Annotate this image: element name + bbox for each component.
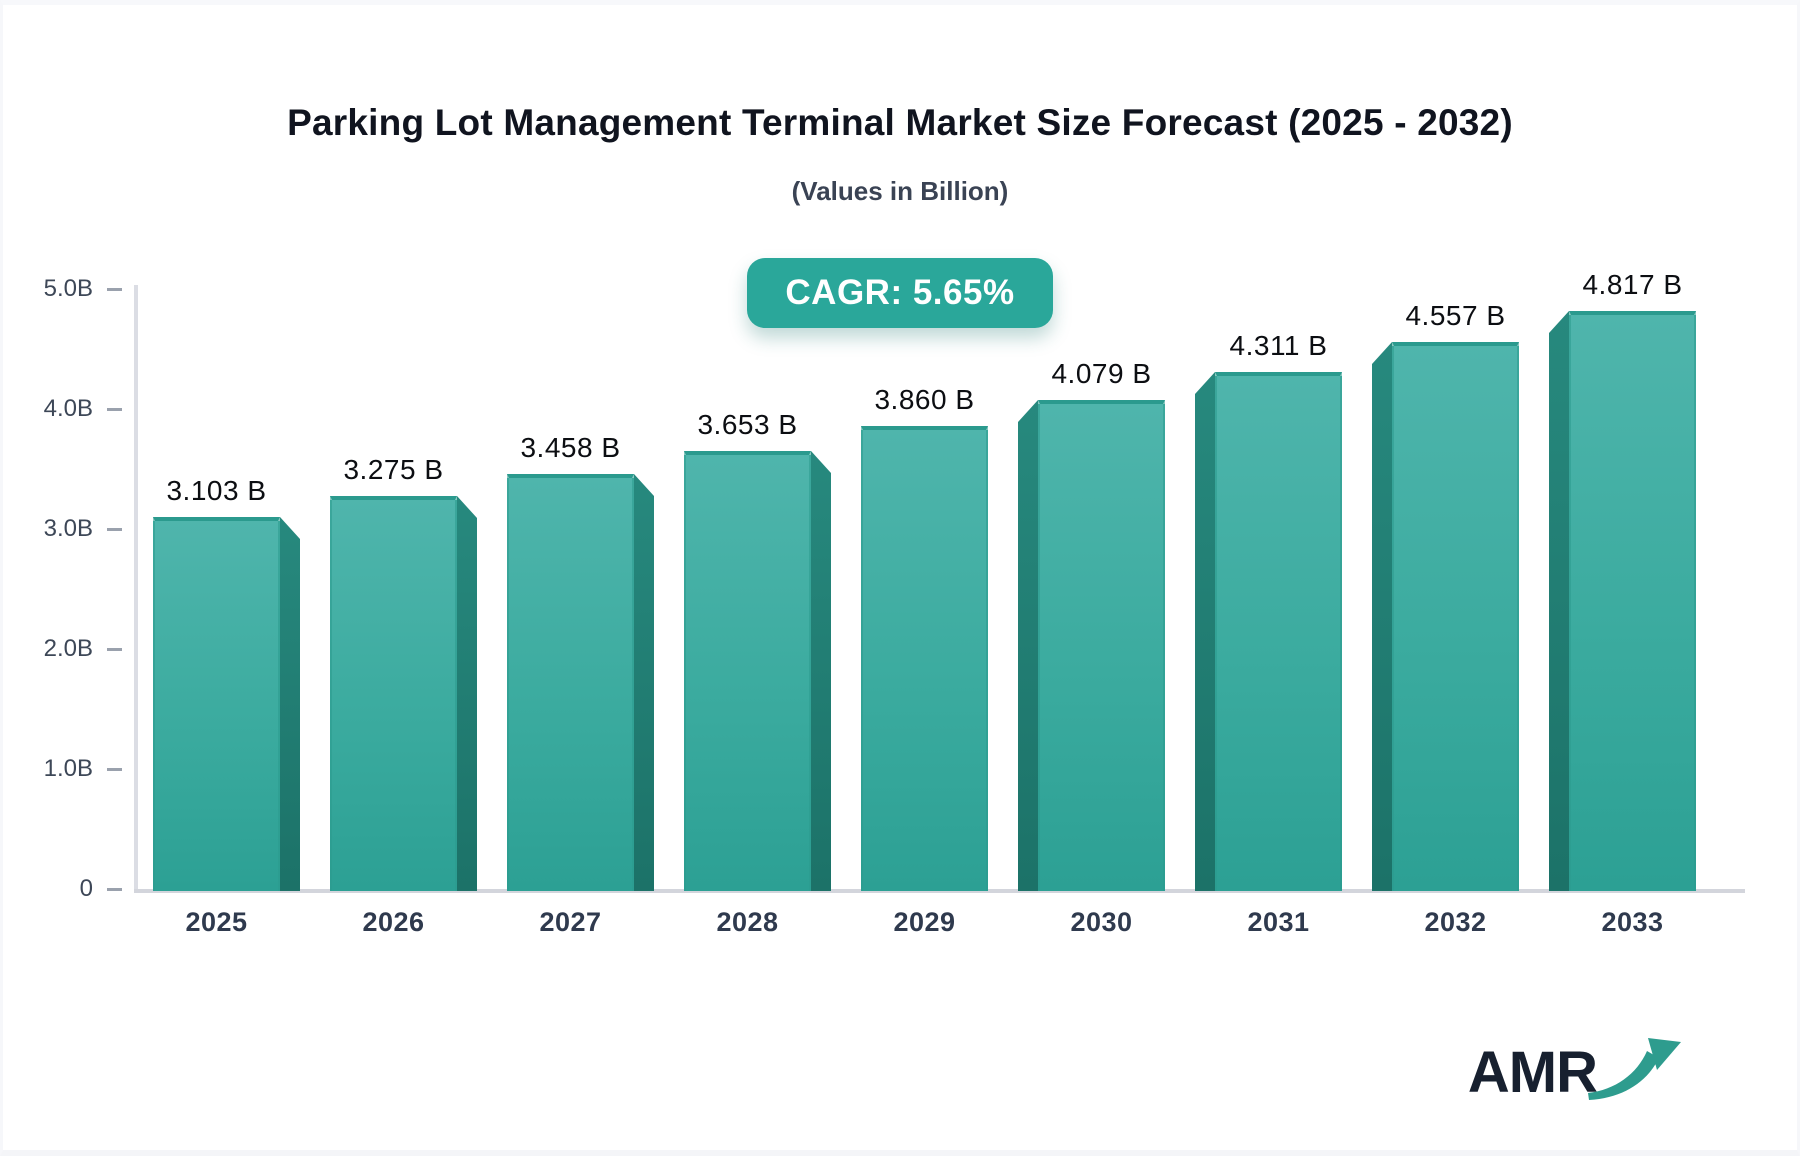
x-tick-label: 2033 xyxy=(1601,907,1664,937)
x-tick-label: 2026 xyxy=(362,907,425,937)
y-tick-dash xyxy=(107,288,122,291)
bar-value-label: 4.557 B xyxy=(1405,300,1506,331)
x-tick-label: 2030 xyxy=(1070,907,1133,937)
x-tick-label: 2029 xyxy=(893,907,956,937)
x-axis-line xyxy=(134,889,1745,893)
y-tick-label: 4.0B xyxy=(43,395,93,422)
bar-face xyxy=(1392,342,1519,891)
bar-value-label: 3.860 B xyxy=(874,384,975,415)
y-tick-label: 2.0B xyxy=(43,635,93,662)
bar-value-label: 4.817 B xyxy=(1582,269,1683,300)
cagr-badge-container: CAGR: 5.65% xyxy=(3,258,1797,328)
bar-side-right xyxy=(457,496,477,891)
amr-logo-text: AMR xyxy=(1467,1040,1598,1105)
bar-face xyxy=(1569,311,1696,891)
y-tick-dash xyxy=(107,888,122,891)
bar-side-left xyxy=(1372,342,1392,891)
growth-arrow-icon xyxy=(1588,1038,1681,1100)
bar-side-right xyxy=(280,517,300,891)
y-tick-dash xyxy=(107,768,122,771)
bar-value-label: 4.311 B xyxy=(1229,330,1328,361)
x-tick-label: 2025 xyxy=(185,907,248,937)
bar-side-left xyxy=(1549,311,1569,891)
bar-face xyxy=(153,517,280,891)
cagr-badge: CAGR: 5.65% xyxy=(747,258,1053,328)
y-tick-label: 5.0B xyxy=(43,275,93,302)
x-tick-label: 2031 xyxy=(1247,907,1310,937)
bar-value-label: 3.458 B xyxy=(520,432,621,463)
bar-face xyxy=(330,496,457,891)
bar-side-right xyxy=(634,474,654,891)
x-tick-label: 2028 xyxy=(716,907,779,937)
bar-face xyxy=(507,474,634,891)
bar-value-label: 3.653 B xyxy=(697,409,798,440)
y-tick-dash xyxy=(107,528,122,531)
chart-subtitle: (Values in Billion) xyxy=(791,176,1009,206)
y-tick-label: 3.0B xyxy=(43,515,93,542)
bar-side-left xyxy=(1018,400,1038,891)
y-axis-line xyxy=(134,285,138,893)
bar-value-label: 3.275 B xyxy=(343,454,444,485)
bar-face xyxy=(684,451,811,891)
y-tick-label: 0 xyxy=(79,875,93,902)
bar-face xyxy=(861,426,988,891)
amr-logo: AMR xyxy=(1468,1034,1689,1102)
bar-side-left xyxy=(1195,372,1215,891)
x-tick-label: 2027 xyxy=(539,907,602,937)
y-tick-label: 1.0B xyxy=(43,755,93,782)
bar-value-label: 4.079 B xyxy=(1051,358,1152,389)
y-tick-dash xyxy=(107,648,122,651)
bar-chart: 5.0B 4.0B 3.0B 2.0B 1.0B 0 3.103 B 2025 3.275 B 2… xyxy=(3,5,1797,1150)
y-tick-dash xyxy=(107,408,122,411)
bar-value-label: 3.103 B xyxy=(166,475,267,506)
bar-side-right xyxy=(811,451,831,891)
bar-face xyxy=(1215,372,1342,891)
chart-title: Parking Lot Management Terminal Market S… xyxy=(287,102,1513,143)
x-tick-label: 2032 xyxy=(1424,907,1487,937)
bar-face xyxy=(1038,400,1165,891)
